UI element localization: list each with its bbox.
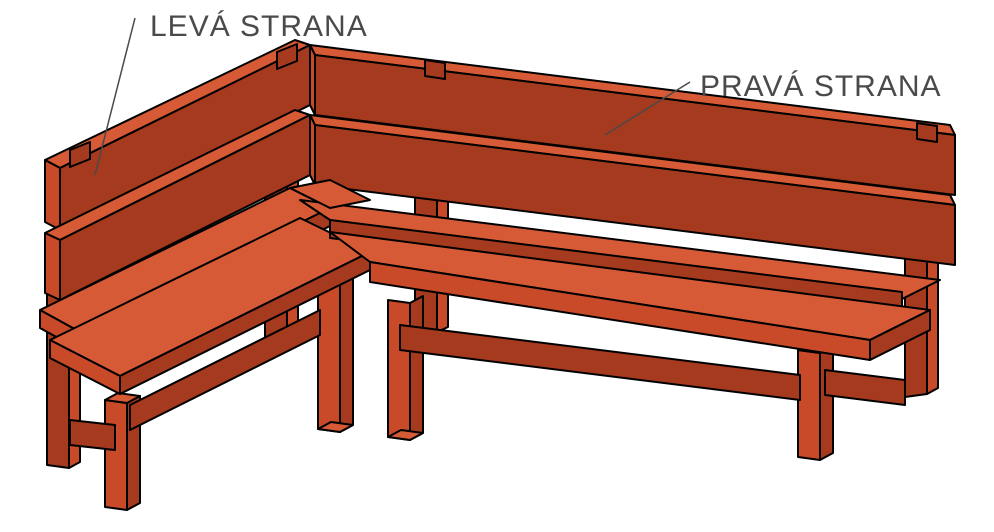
right-side-label: PRAVÁ STRANA (700, 70, 942, 104)
left-side-label: LEVÁ STRANA (150, 10, 368, 44)
